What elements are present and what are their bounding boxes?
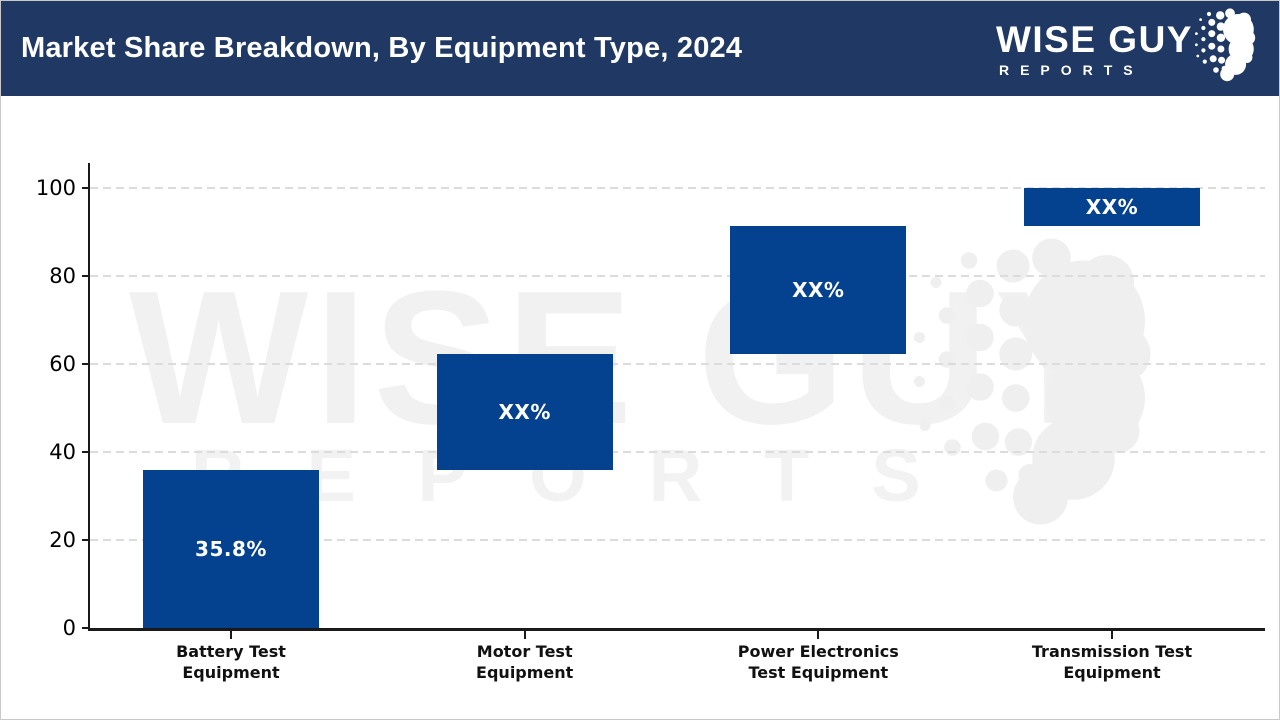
bar-segment: 35.8%	[143, 470, 319, 628]
brand-name-text: WISE GUY	[995, 18, 1193, 60]
x-tick-mark	[1111, 631, 1113, 639]
x-category-label: Power Electronics Test Equipment	[688, 641, 948, 683]
x-category-label-line2: Equipment	[182, 663, 280, 682]
y-axis-line	[88, 163, 90, 631]
y-tick-mark	[82, 363, 90, 365]
bar-segment: XX%	[1024, 188, 1200, 226]
x-category-label: Battery Test Equipment	[101, 641, 361, 683]
bar-segment: XX%	[730, 225, 907, 355]
x-tick-mark	[817, 631, 820, 639]
y-tick-mark	[82, 627, 90, 629]
dotted-head-logo-icon	[1195, 7, 1256, 81]
bar-segment: XX%	[436, 354, 613, 471]
brand-wordmark: WISE GUY REPORTS	[996, 21, 1193, 77]
y-tick-mark	[82, 451, 90, 453]
y-tick-mark	[82, 187, 90, 189]
brand-subtitle-text: REPORTS	[998, 61, 1144, 78]
y-gridline	[90, 539, 1265, 541]
bar-value-label: 35.8%	[195, 537, 267, 562]
bar-value-label: XX%	[792, 278, 845, 303]
brand-logo: WISE GUY REPORTS	[996, 7, 1265, 91]
x-tick-mark	[230, 631, 232, 639]
bar-value-label: XX%	[498, 400, 551, 425]
x-category-label-line2: Test Equipment	[748, 663, 889, 682]
y-tick-label: 0	[62, 616, 76, 640]
bar-value-label: XX%	[1085, 194, 1139, 219]
y-gridline	[90, 187, 1265, 189]
y-tick-mark	[82, 275, 90, 277]
y-gridline	[90, 451, 1265, 453]
y-tick-label: 20	[49, 528, 76, 552]
x-tick-mark	[523, 631, 526, 639]
x-category-label-line2: Equipment	[476, 663, 574, 682]
x-category-label-line1: Power Electronics	[737, 642, 899, 661]
y-tick-label: 80	[49, 264, 76, 288]
y-tick-label: 40	[49, 440, 76, 464]
x-category-label-line1: Motor Test	[476, 642, 573, 661]
x-category-label: Motor Test Equipment	[395, 641, 655, 683]
x-category-label: Transmission Test Equipment	[982, 641, 1242, 683]
chart-title: Market Share Breakdown, By Equipment Typ…	[21, 32, 743, 64]
x-category-label-line1: Transmission Test	[1031, 642, 1193, 661]
x-category-label-line2: Equipment	[1063, 663, 1161, 682]
header-bar: Market Share Breakdown, By Equipment Typ…	[1, 1, 1279, 96]
x-category-label-line1: Battery Test	[176, 642, 286, 661]
x-axis-line	[88, 628, 1265, 631]
y-tick-label: 100	[35, 176, 76, 200]
y-tick-mark	[82, 539, 90, 541]
y-gridline	[90, 275, 1265, 277]
y-tick-label: 60	[49, 352, 76, 376]
y-gridline	[90, 363, 1265, 365]
